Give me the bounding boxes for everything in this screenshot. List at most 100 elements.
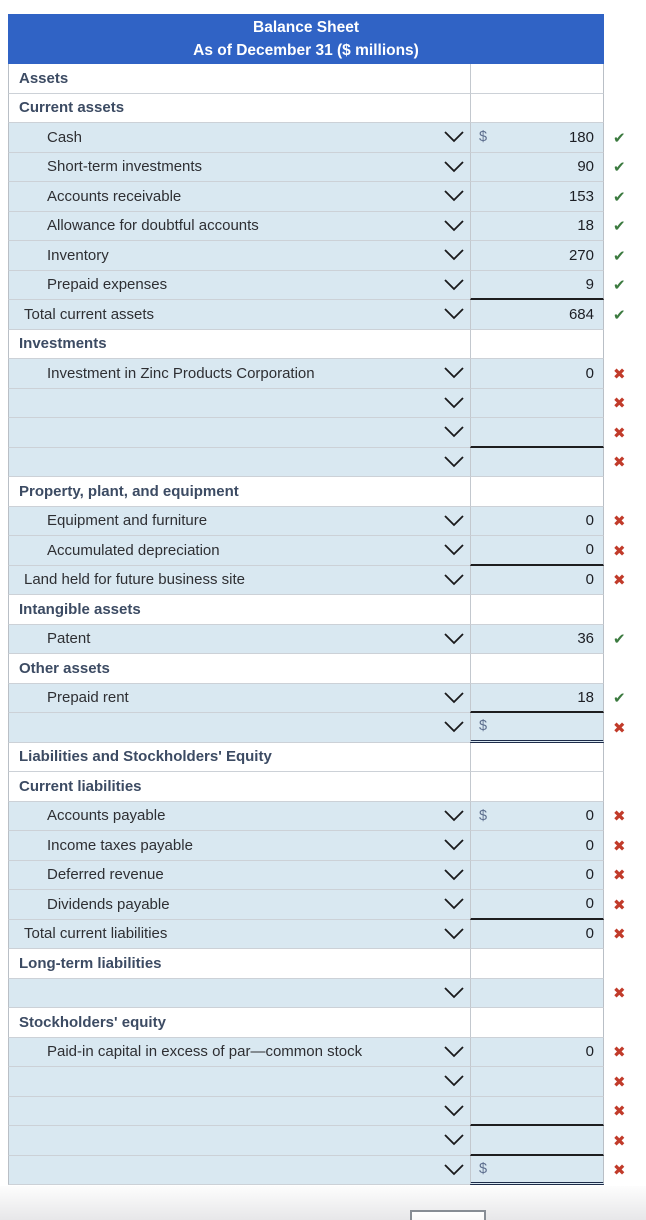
chevron-down-icon — [442, 632, 466, 646]
amount-input[interactable]: $ — [470, 1155, 604, 1185]
account-dropdown[interactable]: Total current assets — [8, 300, 470, 330]
account-label: Current liabilities — [19, 777, 142, 795]
balance-sheet-row: Land held for future business site 0 ✖ — [8, 565, 646, 596]
amount-input[interactable]: 0 — [470, 890, 604, 920]
amount-input[interactable]: 0 — [470, 1037, 604, 1067]
balance-sheet-row: Total current liabilities 0 ✖ — [8, 919, 646, 949]
account-dropdown[interactable] — [8, 1155, 470, 1185]
account-dropdown[interactable] — [8, 713, 470, 743]
balance-sheet-row: Total current assets 684 ✔ — [8, 300, 646, 330]
incorrect-icon: ✖ — [613, 424, 626, 442]
account-dropdown[interactable]: Land held for future business site — [8, 565, 470, 595]
account-dropdown[interactable]: Equipment and furniture — [8, 506, 470, 536]
amount-input[interactable]: 0 — [470, 565, 604, 595]
incorrect-icon: ✖ — [613, 808, 626, 826]
amount-input[interactable]: 90 — [470, 152, 604, 182]
amount-input[interactable]: 0 — [470, 919, 604, 949]
account-dropdown[interactable] — [8, 1096, 470, 1126]
balance-sheet-row: Paid-in capital in excess of par—common … — [8, 1037, 646, 1067]
section-heading: Current liabilities — [8, 772, 470, 802]
account-dropdown[interactable]: Accounts payable — [8, 801, 470, 831]
account-dropdown[interactable]: Total current liabilities — [8, 919, 470, 949]
amount-input[interactable]: 0 — [470, 831, 604, 861]
amount-input[interactable]: 153 — [470, 182, 604, 212]
chevron-down-icon — [442, 809, 466, 823]
account-dropdown[interactable]: Inventory — [8, 241, 470, 271]
amount-input[interactable] — [470, 418, 604, 448]
account-dropdown[interactable]: Patent — [8, 624, 470, 654]
account-dropdown[interactable]: Investment in Zinc Products Corporation — [8, 359, 470, 389]
chevron-down-icon — [442, 1133, 466, 1147]
account-dropdown[interactable]: Short-term investments — [8, 152, 470, 182]
amount-value: 0 — [585, 836, 594, 854]
account-dropdown[interactable]: Accumulated depreciation — [8, 536, 470, 566]
amount-input[interactable]: $ 0 — [470, 801, 604, 831]
account-dropdown[interactable]: Cash — [8, 123, 470, 153]
account-dropdown[interactable]: Prepaid rent — [8, 683, 470, 713]
bottom-button[interactable] — [410, 1210, 486, 1220]
balance-sheet-row: Other assets — [8, 654, 646, 684]
status-cell: ✖ — [604, 389, 646, 419]
incorrect-icon: ✖ — [613, 896, 626, 914]
amount-input[interactable] — [470, 1067, 604, 1097]
chevron-down-icon — [442, 720, 466, 734]
amount-value: 0 — [585, 866, 594, 884]
amount-input[interactable]: $ — [470, 713, 604, 743]
amount-input[interactable] — [470, 1096, 604, 1126]
amount-input[interactable]: $ 180 — [470, 123, 604, 153]
chevron-down-icon — [442, 1045, 466, 1059]
account-dropdown[interactable] — [8, 447, 470, 477]
amount-input[interactable]: 270 — [470, 241, 604, 271]
amount-input[interactable]: 18 — [470, 683, 604, 713]
amount-value: 18 — [577, 217, 594, 235]
status-cell — [604, 595, 646, 625]
amount-value: 0 — [585, 541, 594, 559]
account-label: Allowance for doubtful accounts — [47, 217, 259, 235]
account-dropdown[interactable]: Paid-in capital in excess of par—common … — [8, 1037, 470, 1067]
chevron-down-icon — [442, 160, 466, 174]
balance-sheet-row: Long-term liabilities — [8, 949, 646, 979]
account-dropdown[interactable]: Accounts receivable — [8, 182, 470, 212]
account-dropdown[interactable] — [8, 978, 470, 1008]
section-heading: Other assets — [8, 654, 470, 684]
balance-sheet-row: Assets — [8, 64, 646, 94]
amount-input[interactable]: 0 — [470, 506, 604, 536]
balance-sheet-row: Intangible assets — [8, 595, 646, 625]
account-dropdown[interactable]: Dividends payable — [8, 890, 470, 920]
status-cell: ✔ — [604, 271, 646, 301]
correct-icon: ✔ — [613, 277, 626, 295]
chevron-down-icon — [442, 366, 466, 380]
amount-input[interactable]: 18 — [470, 211, 604, 241]
amount-input[interactable] — [470, 978, 604, 1008]
amount-input[interactable]: 0 — [470, 359, 604, 389]
chevron-down-icon — [442, 691, 466, 705]
amount-input — [470, 595, 604, 625]
amount-input[interactable]: 9 — [470, 270, 604, 300]
account-dropdown[interactable] — [8, 388, 470, 418]
incorrect-icon: ✖ — [613, 1073, 626, 1091]
balance-sheet-row: Current liabilities — [8, 772, 646, 802]
chevron-down-icon — [442, 838, 466, 852]
amount-input[interactable]: 36 — [470, 624, 604, 654]
account-dropdown[interactable]: Income taxes payable — [8, 831, 470, 861]
amount-input — [470, 742, 604, 772]
account-dropdown[interactable] — [8, 1067, 470, 1097]
account-dropdown[interactable]: Deferred revenue — [8, 860, 470, 890]
account-dropdown[interactable] — [8, 1126, 470, 1156]
amount-input[interactable] — [470, 388, 604, 418]
account-dropdown[interactable] — [8, 418, 470, 448]
amount-input[interactable]: 0 — [470, 860, 604, 890]
balance-sheet-row: Current assets — [8, 93, 646, 123]
amount-input[interactable] — [470, 447, 604, 477]
amount-input[interactable] — [470, 1126, 604, 1156]
account-dropdown[interactable]: Prepaid expenses — [8, 270, 470, 300]
amount-input[interactable]: 0 — [470, 536, 604, 566]
status-cell: ✖ — [604, 1067, 646, 1097]
status-cell — [604, 949, 646, 979]
account-label: Current assets — [19, 99, 125, 117]
account-dropdown[interactable]: Allowance for doubtful accounts — [8, 211, 470, 241]
status-cell: ✖ — [604, 566, 646, 596]
account-label: Short-term investments — [47, 158, 203, 176]
amount-input[interactable]: 684 — [470, 300, 604, 330]
